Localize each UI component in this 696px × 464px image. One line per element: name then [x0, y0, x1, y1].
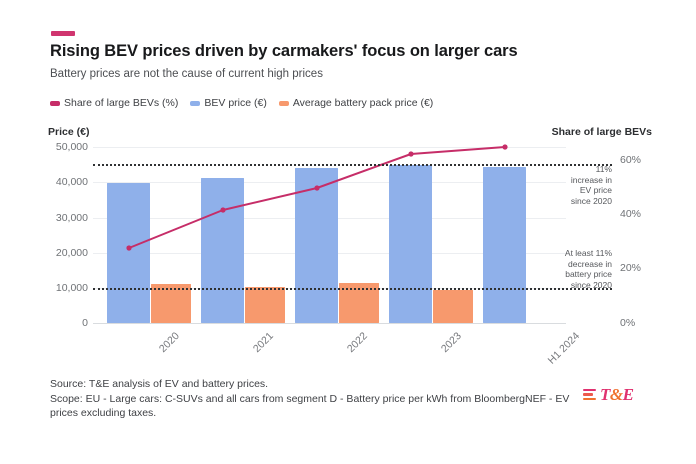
legend-label-battery-price: Average battery pack price (€): [292, 97, 434, 109]
bar-bev-price-2021: [201, 178, 244, 323]
annotation-battery-price: At least 11% decrease in battery price s…: [564, 248, 612, 290]
x-tick-2020: 2020: [156, 330, 182, 356]
bar-battery-price-2023: [433, 290, 473, 323]
right-tick-0: 0%: [620, 317, 636, 329]
logo-letter-t: T: [600, 385, 610, 404]
line-marker-2020: [126, 245, 132, 251]
bar-bev-price-h1-2024: [483, 167, 526, 323]
y-axis-title: Price (€): [48, 126, 90, 138]
page-subtitle: Battery prices are not the cause of curr…: [50, 68, 323, 80]
x-tick-h1-2024: H1 2024: [545, 330, 583, 367]
line-marker-2021: [220, 207, 226, 213]
reference-line-45000: [93, 164, 612, 166]
line-marker-2023: [408, 151, 414, 157]
y-tick-0: 0: [82, 317, 88, 329]
te-logo: T&E: [583, 385, 634, 404]
y-tick-20000: 20,000: [55, 247, 88, 259]
right-axis-labels: 60% 40% 20% 0%: [620, 0, 670, 464]
x-tick-2021: 2021: [250, 330, 276, 356]
legend-swatch-share-icon: [50, 100, 60, 106]
axis-baseline: [93, 323, 566, 324]
gridline-50000: [93, 147, 566, 148]
line-marker-2022: [314, 185, 320, 191]
right-axis-title: Share of large BEVs: [551, 126, 652, 138]
logo-letter-e: E: [622, 385, 634, 404]
page-title: Rising BEV prices driven by carmakers' f…: [50, 42, 518, 60]
right-tick-40: 40%: [620, 208, 642, 220]
chart-legend: Share of large BEVs (%) BEV price (€) Av…: [50, 96, 433, 110]
legend-swatch-battery-price-icon: [278, 100, 289, 106]
y-tick-10000: 10,000: [55, 282, 88, 294]
footer-source: Source: T&E analysis of EV and battery p…: [50, 378, 269, 390]
x-tick-2022: 2022: [344, 330, 370, 356]
y-tick-40000: 40,000: [55, 176, 88, 188]
annotation-ev-price: 11% increase in EV price since 2020: [570, 164, 612, 206]
plot-area: [93, 144, 566, 323]
y-tick-50000: 50,000: [55, 141, 88, 153]
y-tick-30000: 30,000: [55, 212, 88, 224]
bar-battery-price-2021: [245, 287, 285, 323]
logo-ampersand: &: [609, 385, 623, 404]
x-tick-2023: 2023: [438, 330, 464, 356]
legend-item-battery-price: Average battery pack price (€): [278, 97, 434, 109]
bar-bev-price-2020: [107, 183, 150, 323]
legend-item-bev-price: BEV price (€): [190, 97, 267, 109]
footer-note: Source: T&E analysis of EV and battery p…: [50, 377, 570, 421]
bar-bev-price-2023: [389, 165, 432, 323]
footer-scope: Scope: EU - Large cars: C-SUVs and all c…: [50, 392, 570, 420]
bar-battery-price-2020: [151, 284, 191, 323]
legend-label-share: Share of large BEVs (%): [64, 97, 179, 109]
line-path-share: [128, 146, 506, 249]
legend-swatch-bev-price-icon: [190, 100, 201, 106]
legend-item-share: Share of large BEVs (%): [50, 97, 178, 109]
right-tick-20: 20%: [620, 262, 642, 274]
line-series-share-of-large-bevs: [126, 144, 508, 251]
bar-bev-price-2022: [295, 168, 338, 323]
accent-bar: [51, 31, 75, 36]
logo-bars-icon: [583, 388, 596, 401]
reference-line-10000: [93, 288, 612, 290]
logo-text: T&E: [600, 385, 634, 404]
y-axis-labels: 50,000 40,000 30,000 20,000 10,000 0: [44, 0, 88, 464]
legend-label-bev-price: BEV price (€): [204, 97, 267, 109]
line-marker-h1-2024: [502, 144, 508, 150]
right-tick-60: 60%: [620, 154, 642, 166]
